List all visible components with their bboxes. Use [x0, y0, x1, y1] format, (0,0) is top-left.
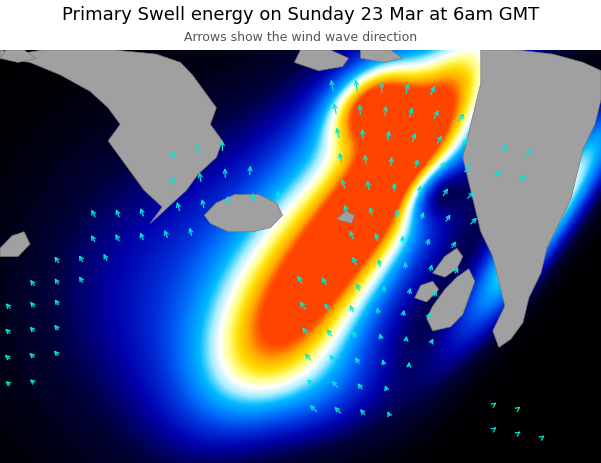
Polygon shape [415, 282, 439, 302]
Polygon shape [0, 232, 30, 257]
Polygon shape [463, 50, 601, 347]
Polygon shape [0, 50, 222, 224]
Polygon shape [0, 50, 36, 63]
Text: Arrows show the wind wave direction: Arrows show the wind wave direction [184, 31, 417, 44]
Polygon shape [294, 50, 349, 71]
Polygon shape [427, 269, 475, 331]
Polygon shape [433, 248, 463, 277]
Text: Primary Swell energy on Sunday 23 Mar at 6am GMT: Primary Swell energy on Sunday 23 Mar at… [62, 6, 539, 24]
Polygon shape [204, 194, 282, 232]
Polygon shape [337, 211, 355, 224]
Polygon shape [361, 50, 403, 63]
